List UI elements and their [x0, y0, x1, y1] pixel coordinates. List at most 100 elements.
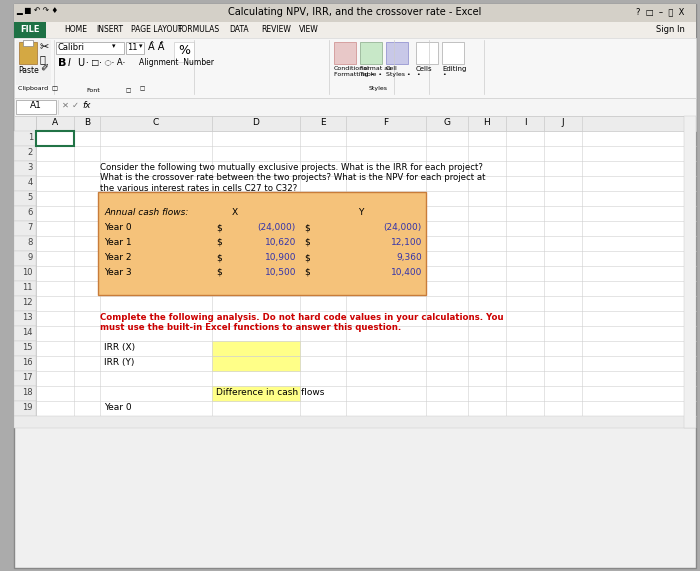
Text: Table •: Table •: [360, 72, 382, 77]
Text: ✐: ✐: [40, 63, 48, 73]
Text: VIEW: VIEW: [299, 25, 318, 34]
Bar: [14, 176, 36, 191]
Text: $: $: [304, 238, 309, 247]
Text: 18: 18: [22, 388, 33, 397]
Text: Year 0: Year 0: [104, 223, 132, 232]
Bar: [544, 116, 582, 131]
Bar: [14, 251, 36, 266]
Text: FORMULAS: FORMULAS: [177, 25, 219, 34]
Text: Sign In: Sign In: [656, 25, 685, 34]
Bar: [14, 116, 696, 131]
Text: •: •: [442, 72, 446, 77]
Text: 10,500: 10,500: [265, 268, 296, 277]
Text: A1: A1: [30, 101, 42, 110]
Bar: [14, 311, 36, 326]
Text: Year 3: Year 3: [104, 268, 132, 277]
Text: Â Â: Â Â: [148, 42, 164, 52]
Text: B: B: [84, 118, 90, 127]
Text: 11: 11: [127, 43, 137, 52]
Text: %: %: [178, 44, 190, 57]
Text: (24,000): (24,000): [384, 223, 422, 232]
Text: E: E: [320, 118, 326, 127]
Text: H: H: [484, 118, 491, 127]
Text: 10: 10: [22, 268, 33, 277]
Text: 8: 8: [27, 238, 33, 247]
Bar: [14, 131, 36, 146]
Text: 9: 9: [28, 253, 33, 262]
Text: 11: 11: [22, 283, 33, 292]
Text: ▾: ▾: [139, 43, 143, 49]
Text: $: $: [216, 238, 222, 247]
Text: 10,900: 10,900: [265, 253, 296, 262]
Bar: [14, 191, 36, 206]
Bar: [14, 98, 696, 116]
Text: I: I: [68, 58, 71, 68]
Text: ✂: ✂: [40, 42, 50, 52]
Text: 12: 12: [22, 298, 33, 307]
Text: •: •: [416, 72, 420, 77]
Bar: [14, 146, 36, 161]
Text: Complete the following analysis. Do not hard code values in your calculations. Y: Complete the following analysis. Do not …: [100, 313, 503, 332]
Text: 19: 19: [22, 403, 33, 412]
Bar: [14, 371, 36, 386]
Bar: [684, 116, 696, 428]
Text: $: $: [304, 268, 309, 277]
Bar: [36, 116, 74, 131]
Text: (24,000): (24,000): [258, 223, 296, 232]
Text: Annual cash flows:: Annual cash flows:: [104, 208, 188, 217]
Text: ⎘: ⎘: [40, 54, 46, 64]
Bar: [74, 116, 100, 131]
Text: 7: 7: [27, 223, 33, 232]
Bar: [14, 296, 36, 311]
Bar: [19, 42, 37, 64]
Bar: [56, 42, 124, 54]
Text: IRR (Y): IRR (Y): [104, 358, 134, 367]
Bar: [14, 386, 36, 401]
Text: Clipboard  □: Clipboard □: [18, 86, 58, 91]
Bar: [14, 161, 36, 176]
Text: X: X: [232, 208, 238, 217]
Text: 3: 3: [27, 163, 33, 172]
Text: Calibri: Calibri: [58, 43, 85, 52]
Bar: [14, 416, 696, 428]
Text: C: C: [153, 118, 159, 127]
Bar: [14, 131, 696, 416]
Text: 13: 13: [22, 313, 33, 322]
Text: Font: Font: [86, 88, 99, 93]
Bar: [14, 22, 46, 38]
Text: 16: 16: [22, 358, 33, 367]
Bar: [212, 386, 300, 401]
Text: IRR (X): IRR (X): [104, 343, 135, 352]
Bar: [14, 281, 36, 296]
Text: Alignment  Number: Alignment Number: [139, 58, 214, 67]
Text: fx: fx: [82, 101, 90, 110]
Text: Conditional: Conditional: [334, 66, 370, 71]
Bar: [442, 42, 464, 64]
Bar: [14, 221, 36, 236]
Text: REVIEW: REVIEW: [261, 25, 291, 34]
Text: 14: 14: [22, 328, 33, 337]
Bar: [98, 192, 426, 295]
Text: I: I: [524, 118, 526, 127]
Text: ✓: ✓: [72, 101, 79, 110]
Text: 10,400: 10,400: [391, 268, 422, 277]
Text: 5: 5: [28, 193, 33, 202]
Text: DATA: DATA: [229, 25, 248, 34]
Bar: [14, 401, 36, 416]
Bar: [212, 116, 300, 131]
Bar: [14, 22, 696, 38]
Text: ▾: ▾: [112, 43, 116, 49]
Text: Cells: Cells: [416, 66, 433, 72]
Bar: [14, 38, 696, 98]
Text: Styles: Styles: [369, 86, 388, 91]
Text: Consider the following two mutually exclusive projects. What is the IRR for each: Consider the following two mutually excl…: [100, 163, 486, 193]
Text: ✕: ✕: [62, 101, 69, 110]
Text: Y: Y: [358, 208, 363, 217]
Bar: [23, 40, 33, 46]
Text: ▂ ■ ↶ ↷ ♦: ▂ ■ ↶ ↷ ♦: [16, 6, 58, 15]
Text: $: $: [216, 268, 222, 277]
Bar: [14, 266, 36, 281]
Bar: [126, 42, 144, 54]
Text: 4: 4: [28, 178, 33, 187]
Bar: [14, 4, 696, 22]
